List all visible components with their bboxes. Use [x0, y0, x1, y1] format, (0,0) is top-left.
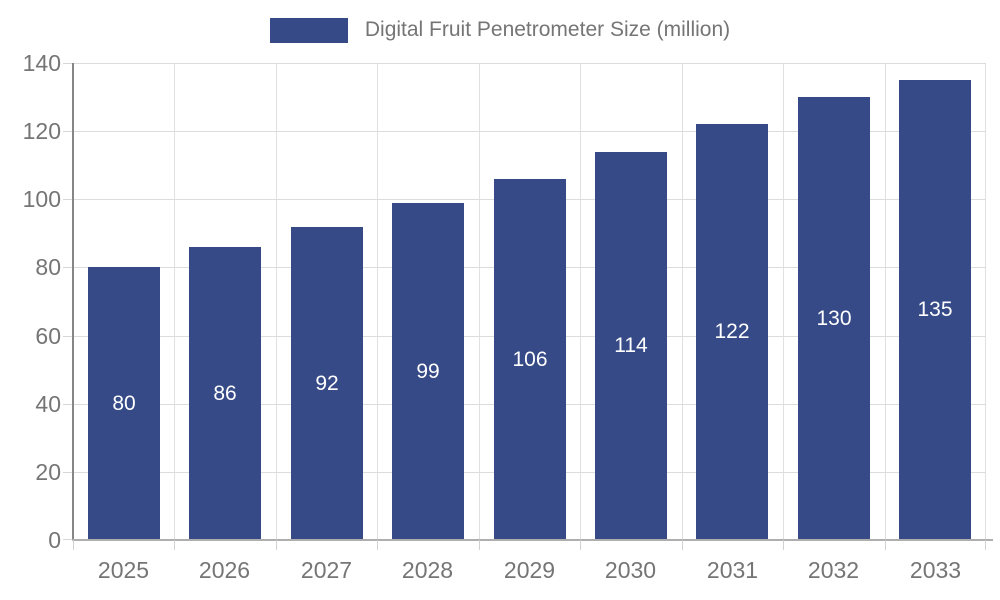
- gridline-y-120: [73, 131, 986, 132]
- x-tick-mark-2: [276, 540, 277, 550]
- gridline-x-4: [479, 63, 480, 540]
- gridline-y-140: [73, 63, 986, 64]
- bar-value-label-2025: 80: [112, 392, 136, 415]
- bar-2031[interactable]: 122: [696, 124, 768, 540]
- gridline-x-2: [276, 63, 277, 540]
- bar-value-label-2032: 130: [816, 307, 852, 330]
- bar-2028[interactable]: 99: [392, 203, 464, 540]
- y-tick-mark-140: [63, 63, 72, 64]
- y-tick-label-0: 0: [48, 527, 61, 553]
- gridline-x-1: [174, 63, 175, 540]
- x-tick-mark-4: [479, 540, 480, 550]
- y-tick-mark-80: [63, 267, 72, 268]
- bar-value-label-2033: 135: [917, 298, 953, 321]
- y-tick-label-100: 100: [22, 186, 61, 212]
- x-tick-label-2026: 2026: [198, 557, 251, 583]
- bar-value-label-2026: 86: [213, 382, 237, 405]
- x-tick-label-2033: 2033: [909, 557, 962, 583]
- gridline-x-7: [783, 63, 784, 540]
- y-tick-mark-20: [63, 472, 72, 473]
- x-tick-mark-5: [580, 540, 581, 550]
- gridline-x-9: [985, 63, 986, 540]
- bar-2029[interactable]: 106: [494, 179, 566, 540]
- y-tick-mark-100: [63, 199, 72, 200]
- x-tick-mark-0: [73, 540, 74, 550]
- x-tick-label-2030: 2030: [604, 557, 657, 583]
- y-tick-mark-0: [63, 539, 72, 540]
- gridline-x-8: [885, 63, 886, 540]
- bar-2030[interactable]: 114: [595, 152, 667, 540]
- y-tick-mark-60: [63, 336, 72, 337]
- y-tick-label-40: 40: [35, 391, 61, 417]
- x-tick-mark-3: [377, 540, 378, 550]
- gridline-x-6: [682, 63, 683, 540]
- x-tick-mark-6: [682, 540, 683, 550]
- y-tick-mark-40: [63, 404, 72, 405]
- bar-2033[interactable]: 135: [899, 80, 971, 540]
- y-tick-label-60: 60: [35, 323, 61, 349]
- y-axis-line: [72, 63, 74, 540]
- x-tick-label-2027: 2027: [300, 557, 353, 583]
- x-tick-mark-8: [885, 540, 886, 550]
- gridline-x-5: [580, 63, 581, 540]
- x-tick-label-2032: 2032: [807, 557, 860, 583]
- bar-2032[interactable]: 130: [798, 97, 870, 540]
- plot-area: 80 86 92 99 106 114 122 130 135: [73, 63, 986, 540]
- legend[interactable]: Digital Fruit Penetrometer Size (million…: [0, 16, 1000, 44]
- x-axis-line: [72, 539, 993, 541]
- x-tick-label-2029: 2029: [503, 557, 556, 583]
- y-tick-label-120: 120: [22, 118, 61, 144]
- y-tick-mark-120: [63, 131, 72, 132]
- x-tick-label-2028: 2028: [401, 557, 454, 583]
- bar-2025[interactable]: 80: [88, 267, 160, 540]
- bar-value-label-2027: 92: [315, 372, 339, 395]
- x-tick-mark-1: [174, 540, 175, 550]
- bar-2026[interactable]: 86: [189, 247, 261, 540]
- y-tick-label-140: 140: [22, 50, 61, 76]
- y-tick-label-20: 20: [35, 459, 61, 485]
- legend-swatch: [269, 17, 348, 43]
- x-tick-label-2031: 2031: [706, 557, 759, 583]
- bar-value-label-2030: 114: [614, 334, 648, 357]
- x-tick-mark-9: [985, 540, 986, 550]
- gridline-x-3: [377, 63, 378, 540]
- legend-label: Digital Fruit Penetrometer Size (million…: [364, 18, 731, 41]
- bar-value-label-2029: 106: [512, 348, 548, 371]
- bar-value-label-2028: 99: [416, 360, 440, 383]
- x-tick-mark-7: [783, 540, 784, 550]
- x-tick-label-2025: 2025: [97, 557, 150, 583]
- y-tick-label-80: 80: [35, 254, 61, 280]
- bar-value-label-2031: 122: [714, 320, 750, 343]
- bar-2027[interactable]: 92: [291, 227, 363, 540]
